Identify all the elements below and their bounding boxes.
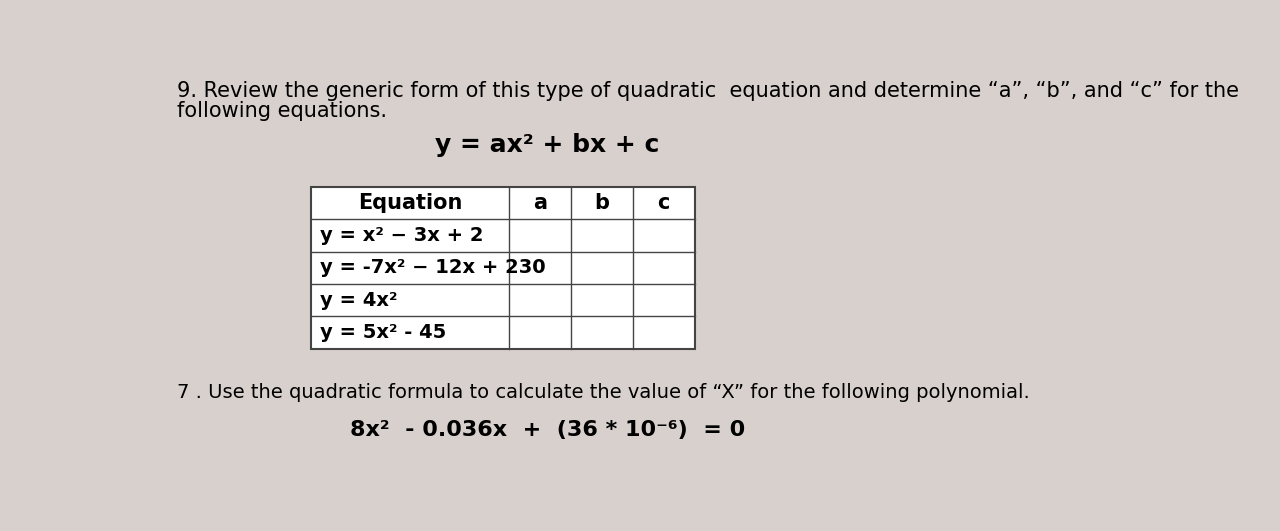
Text: y = 5x² - 45: y = 5x² - 45: [320, 323, 447, 342]
Text: a: a: [532, 193, 547, 213]
Text: 9. Review the generic form of this type of quadratic  equation and determine “a”: 9. Review the generic form of this type …: [177, 81, 1239, 101]
Text: 8x²  - 0.036x  +  (36 * 10⁻⁶)  = 0: 8x² - 0.036x + (36 * 10⁻⁶) = 0: [349, 420, 745, 440]
Text: 7 . Use the quadratic formula to calculate the value of “X” for the following po: 7 . Use the quadratic formula to calcula…: [177, 383, 1030, 402]
Text: Equation: Equation: [357, 193, 462, 213]
Text: c: c: [658, 193, 669, 213]
Text: following equations.: following equations.: [177, 101, 387, 121]
Bar: [311, 187, 695, 349]
Text: y = x² − 3x + 2: y = x² − 3x + 2: [320, 226, 484, 245]
Text: y = 4x²: y = 4x²: [320, 290, 398, 310]
Text: y = -7x² − 12x + 230: y = -7x² − 12x + 230: [320, 258, 547, 277]
Text: y = ax² + bx + c: y = ax² + bx + c: [435, 133, 659, 157]
Text: b: b: [594, 193, 609, 213]
